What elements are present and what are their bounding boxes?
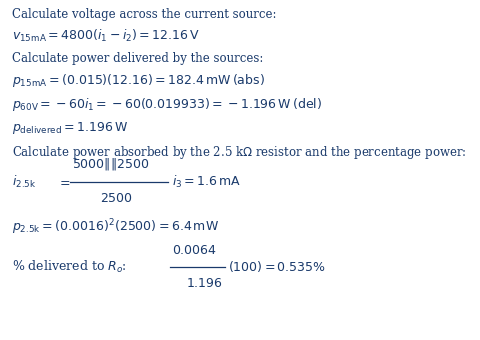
Text: $1.196$: $1.196$	[186, 277, 223, 290]
Text: $p_{\mathrm{delivered}} = 1.196\,\mathrm{W}$: $p_{\mathrm{delivered}} = 1.196\,\mathrm…	[12, 120, 128, 136]
Text: % delivered to $R_o$:: % delivered to $R_o$:	[12, 259, 127, 275]
Text: $=$: $=$	[57, 175, 71, 188]
Text: Calculate power delivered by the sources:: Calculate power delivered by the sources…	[12, 52, 264, 65]
Text: $p_{60\mathrm{V}} = -60i_1 = -60(0.019933) = -1.196\,\mathrm{W\,(del)}$: $p_{60\mathrm{V}} = -60i_1 = -60(0.01993…	[12, 96, 322, 113]
Text: $i_{2.5\mathrm{k}}$: $i_{2.5\mathrm{k}}$	[12, 174, 36, 190]
Text: $p_{15\mathrm{mA}} = (0.015)(12.16) = 182.4\,\mathrm{mW\,(abs)}$: $p_{15\mathrm{mA}} = (0.015)(12.16) = 18…	[12, 72, 265, 89]
Text: $i_3 = 1.6\,\mathrm{mA}$: $i_3 = 1.6\,\mathrm{mA}$	[172, 174, 241, 190]
Text: Calculate power absorbed by the 2.5 k$\Omega$ resistor and the percentage power:: Calculate power absorbed by the 2.5 k$\O…	[12, 144, 467, 161]
Text: $5000{\|}{\|}2500$: $5000{\|}{\|}2500$	[72, 156, 149, 172]
Text: $0.0064$: $0.0064$	[172, 244, 217, 257]
Text: $p_{2.5\mathrm{k}} = (0.0016)^2(2500) = 6.4\,\mathrm{mW}$: $p_{2.5\mathrm{k}} = (0.0016)^2(2500) = …	[12, 217, 219, 237]
Text: $2500$: $2500$	[100, 192, 133, 205]
Text: Calculate voltage across the current source:: Calculate voltage across the current sou…	[12, 8, 276, 21]
Text: $(100) = 0.535\%$: $(100) = 0.535\%$	[228, 259, 326, 274]
Text: $v_{15\mathrm{mA}} = 4800(i_1 - i_2) = 12.16\,\mathrm{V}$: $v_{15\mathrm{mA}} = 4800(i_1 - i_2) = 1…	[12, 28, 200, 44]
